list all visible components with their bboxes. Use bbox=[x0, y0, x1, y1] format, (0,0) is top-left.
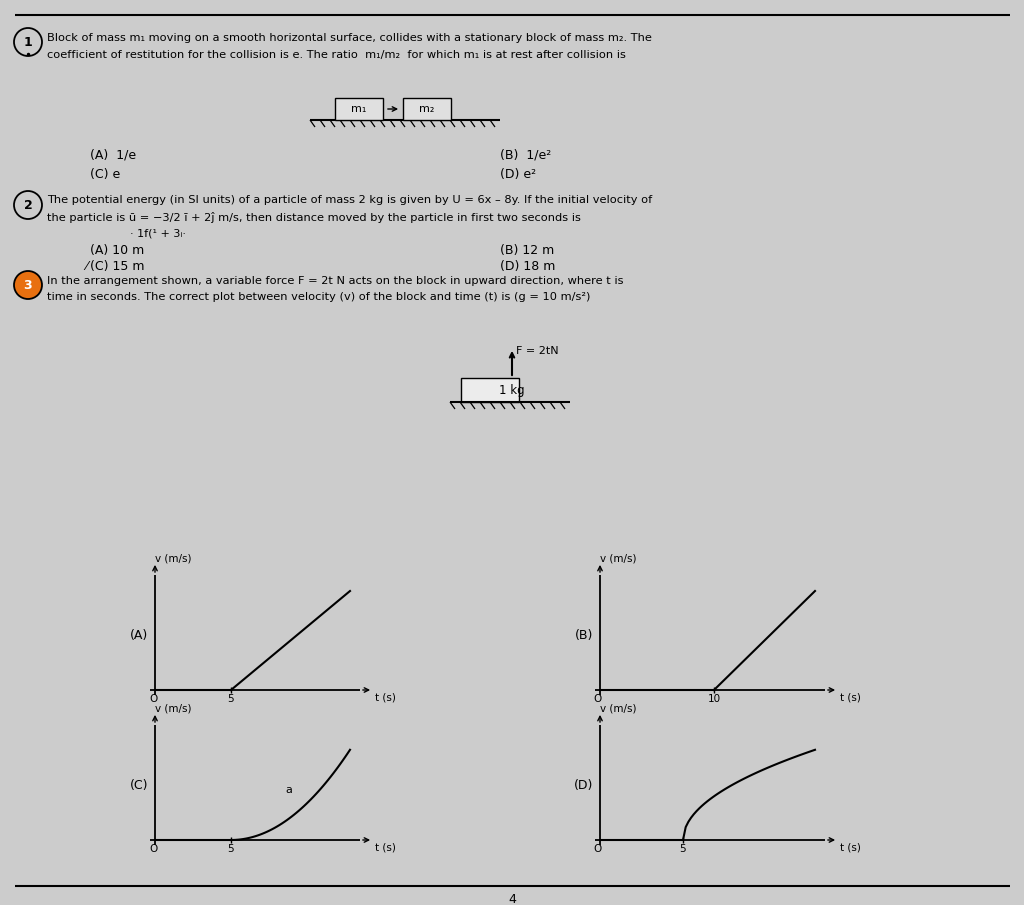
Text: 3: 3 bbox=[24, 279, 33, 291]
Text: The potential energy (in SI units) of a particle of mass 2 kg is given by U = 6x: The potential energy (in SI units) of a … bbox=[47, 195, 652, 205]
Text: v (m/s): v (m/s) bbox=[600, 703, 637, 713]
Text: (A) 10 m: (A) 10 m bbox=[90, 244, 144, 257]
Text: (D): (D) bbox=[574, 778, 594, 792]
Text: O: O bbox=[594, 694, 602, 704]
Text: O: O bbox=[594, 844, 602, 854]
Bar bbox=[461, 378, 519, 402]
Text: ⁄: ⁄ bbox=[85, 260, 87, 273]
Text: · 1f(¹ + 3ᵢ·: · 1f(¹ + 3ᵢ· bbox=[130, 228, 186, 238]
Text: v (m/s): v (m/s) bbox=[155, 703, 191, 713]
Text: (B) 12 m: (B) 12 m bbox=[500, 244, 554, 257]
Text: (A)  1/e: (A) 1/e bbox=[90, 148, 136, 161]
Text: (D) e²: (D) e² bbox=[500, 168, 537, 181]
Text: 5: 5 bbox=[680, 844, 686, 854]
Text: time in seconds. The correct plot between velocity (v) of the block and time (t): time in seconds. The correct plot betwee… bbox=[47, 292, 591, 302]
Text: (A): (A) bbox=[130, 628, 148, 642]
Text: t (s): t (s) bbox=[840, 842, 861, 852]
Text: the particle is ū = −3/2 ī + 2ĵ m/s, then distance moved by the particle in firs: the particle is ū = −3/2 ī + 2ĵ m/s, the… bbox=[47, 212, 581, 223]
Text: 4: 4 bbox=[508, 893, 516, 905]
Text: 2: 2 bbox=[24, 198, 33, 212]
Text: 5: 5 bbox=[227, 694, 234, 704]
Text: 10: 10 bbox=[708, 694, 721, 704]
Text: t (s): t (s) bbox=[840, 692, 861, 702]
Text: F = 2tN: F = 2tN bbox=[516, 346, 559, 356]
Bar bbox=[403, 98, 451, 120]
Text: 1 kg: 1 kg bbox=[499, 384, 525, 396]
Text: v (m/s): v (m/s) bbox=[155, 553, 191, 563]
Text: t (s): t (s) bbox=[375, 842, 396, 852]
Circle shape bbox=[14, 271, 42, 299]
Text: 5: 5 bbox=[227, 844, 234, 854]
Text: (C): (C) bbox=[130, 778, 148, 792]
Text: Block of mass m₁ moving on a smooth horizontal surface, collides with a stationa: Block of mass m₁ moving on a smooth hori… bbox=[47, 33, 652, 43]
Text: (C) 15 m: (C) 15 m bbox=[90, 260, 144, 273]
Text: a: a bbox=[285, 785, 292, 795]
Text: coefficient of restitution for the collision is e. The ratio  m₁/m₂  for which m: coefficient of restitution for the colli… bbox=[47, 50, 626, 60]
Text: O: O bbox=[148, 694, 157, 704]
Text: t (s): t (s) bbox=[375, 692, 396, 702]
Text: (B)  1/e²: (B) 1/e² bbox=[500, 148, 551, 161]
Circle shape bbox=[14, 191, 42, 219]
Text: (C) e: (C) e bbox=[90, 168, 120, 181]
Bar bbox=[335, 98, 383, 120]
Text: O: O bbox=[148, 844, 157, 854]
Text: 1: 1 bbox=[24, 35, 33, 49]
Text: In the arrangement shown, a variable force F = 2t N acts on the block in upward : In the arrangement shown, a variable for… bbox=[47, 276, 624, 286]
Text: (D) 18 m: (D) 18 m bbox=[500, 260, 555, 273]
Text: v (m/s): v (m/s) bbox=[600, 553, 637, 563]
Text: m₂: m₂ bbox=[419, 104, 434, 114]
Text: m₁: m₁ bbox=[351, 104, 367, 114]
Text: (B): (B) bbox=[574, 628, 593, 642]
